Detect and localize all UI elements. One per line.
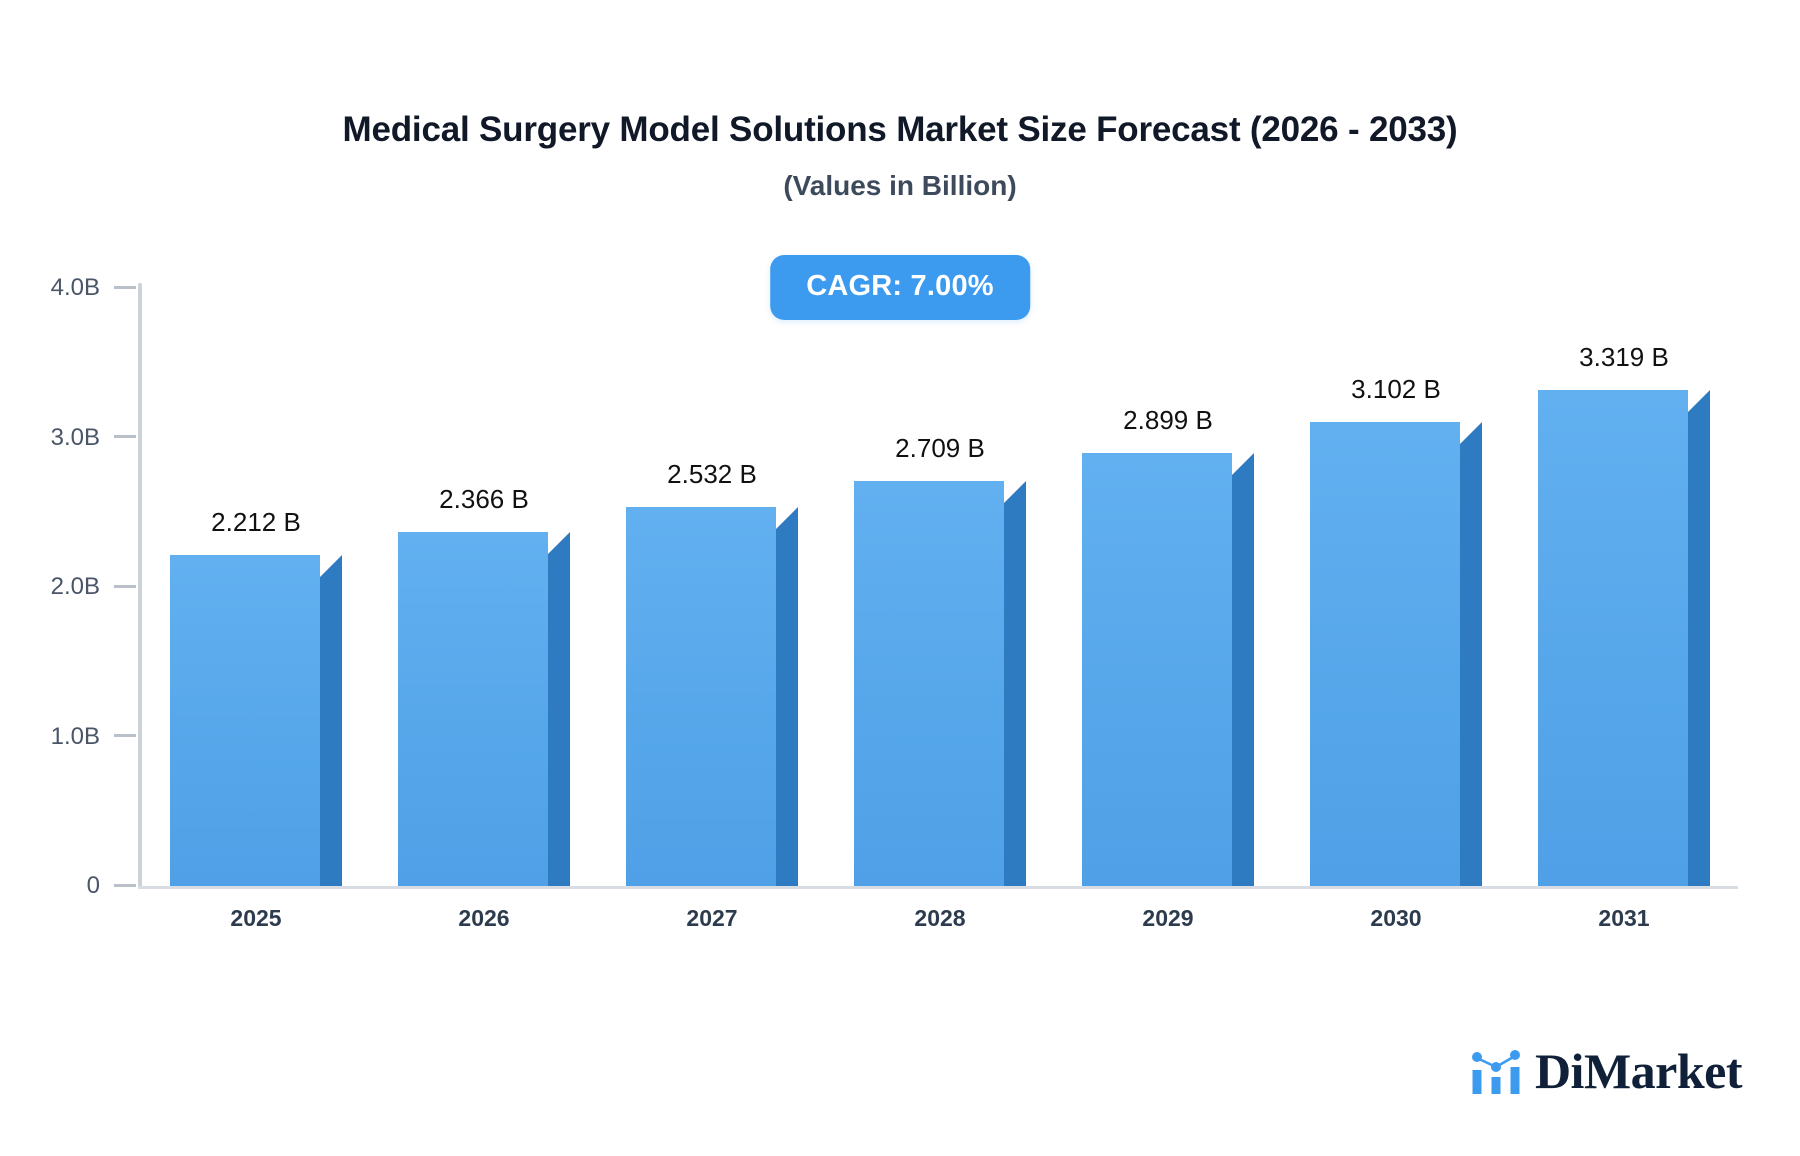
bar-value-label: 2.709 B <box>895 433 985 463</box>
bar-front-face <box>169 555 321 886</box>
bar-value-label: 2.532 B <box>667 459 757 490</box>
bar-2025[interactable] <box>169 555 343 886</box>
bar-front-face <box>1309 422 1461 886</box>
bar-2026[interactable] <box>397 532 571 886</box>
bar-2030[interactable] <box>1309 422 1483 886</box>
x-axis-tick-label: 2029 <box>1142 905 1194 931</box>
y-axis-tick: 0 <box>0 872 136 900</box>
bar-2028[interactable] <box>853 481 1027 886</box>
bar-side-face <box>320 577 343 886</box>
y-axis-tick-mark <box>114 285 136 289</box>
chart-subtitle: (Values in Billion) <box>783 170 1017 201</box>
bar-top-chamfer <box>548 532 571 555</box>
bar-front-face <box>853 481 1005 886</box>
y-axis-tick-label: 0 <box>86 872 100 899</box>
y-axis-tick-mark <box>114 584 136 588</box>
y-axis-tick-mark <box>114 883 136 887</box>
bar-side-face <box>1688 411 1711 886</box>
bar-side-face <box>548 554 571 886</box>
x-axis-tick-label: 2030 <box>1370 905 1422 931</box>
bar-front-face <box>625 507 777 886</box>
bar-side-face <box>1460 444 1483 886</box>
bar-top-chamfer <box>1232 452 1255 475</box>
dimarket-logo: DiMarket <box>1469 1043 1743 1099</box>
y-axis-tick-mark <box>114 734 136 738</box>
y-axis-tick-mark <box>114 435 136 439</box>
bar-side-face <box>1004 503 1027 886</box>
bar-top-chamfer <box>1460 422 1483 445</box>
x-axis-tick-label: 2027 <box>686 905 738 931</box>
y-axis-tick: 1.0B <box>0 723 136 751</box>
bar-top-chamfer <box>1004 481 1027 503</box>
bar-front-face <box>1081 452 1233 886</box>
bar-top-chamfer <box>1688 389 1711 412</box>
bar-top-chamfer <box>320 555 343 578</box>
bar-side-face <box>776 529 799 886</box>
bar-2029[interactable] <box>1081 452 1255 886</box>
x-axis-line <box>138 886 1738 889</box>
y-axis-tick: 2.0B <box>0 573 136 601</box>
y-axis-line <box>138 283 142 889</box>
y-axis-tick: 4.0B <box>0 274 136 302</box>
x-axis-tick-label: 2031 <box>1598 905 1650 931</box>
page-title: Medical Surgery Model Solutions Market S… <box>342 110 1458 149</box>
bar-value-label: 2.366 B <box>439 484 529 515</box>
bar-2031[interactable] <box>1537 389 1711 886</box>
y-axis-tick-label: 2.0B <box>50 573 100 600</box>
bar-value-label: 3.319 B <box>1579 341 1669 372</box>
bar-front-face <box>397 532 549 886</box>
bar-side-face <box>1232 474 1255 886</box>
x-axis-tick-label: 2025 <box>230 905 282 931</box>
x-axis-tick-label: 2026 <box>458 905 510 931</box>
logo-text: DiMarket <box>1534 1043 1743 1099</box>
bar-front-face <box>1537 389 1689 886</box>
cagr-badge: CAGR: 7.00% <box>770 255 1030 320</box>
y-axis-tick-label: 4.0B <box>50 274 100 301</box>
x-axis-tick-label: 2028 <box>914 905 966 931</box>
y-axis-tick-label: 3.0B <box>50 423 100 451</box>
y-axis-tick: 3.0B <box>0 424 136 452</box>
bar-top-chamfer <box>776 507 799 530</box>
y-axis-tick-label: 1.0B <box>50 722 100 750</box>
bar-value-label: 3.102 B <box>1351 374 1441 405</box>
bar-value-label: 2.212 B <box>211 507 301 538</box>
bar-chart-logo-icon <box>1471 1050 1520 1094</box>
bar-2027[interactable] <box>625 507 799 886</box>
bar-value-label: 2.899 B <box>1123 404 1213 435</box>
